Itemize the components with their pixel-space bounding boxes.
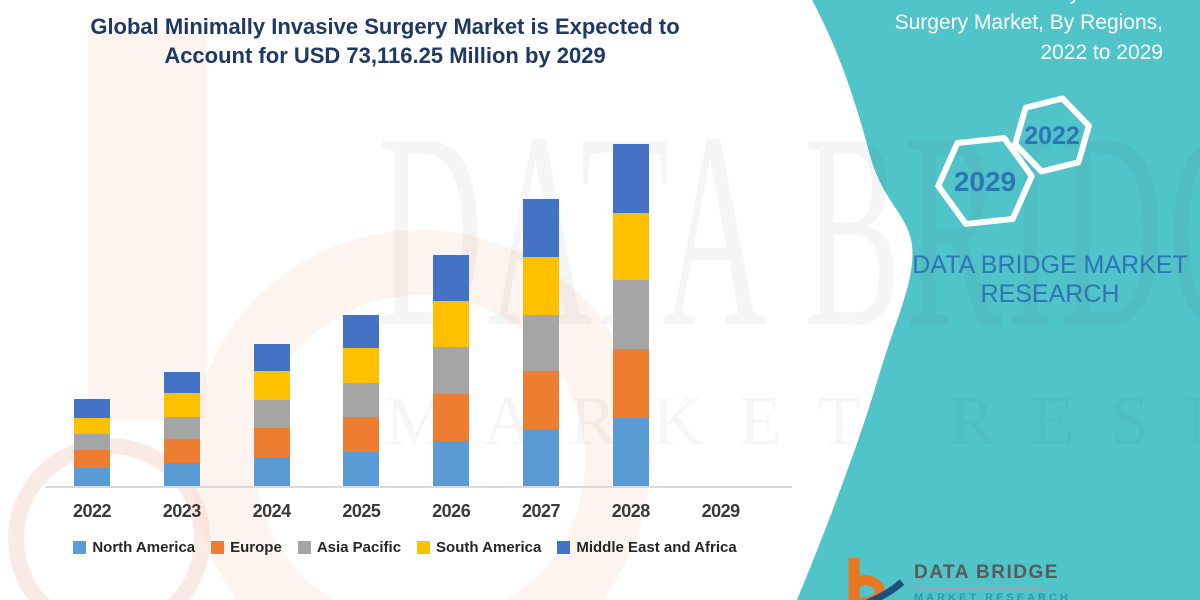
bar-segment-2023-asia-pacific	[163, 417, 200, 439]
chart-title-line1: Global Minimally Invasive Surgery Market…	[90, 14, 680, 39]
teal-panel-shape	[797, 0, 1200, 600]
legend-label: Middle East and Africa	[576, 539, 737, 556]
footer-brand-name: DATA BRIDGE	[914, 562, 1059, 583]
footer-rule	[914, 587, 1046, 589]
hexagon-2022-outline	[1012, 95, 1092, 175]
bar-segment-2026-asia-pacific	[433, 347, 470, 394]
legend-marker-icon	[211, 541, 225, 554]
side-heading-clipped-line: Global Minimally Invasive	[895, 0, 1163, 8]
x-axis-line	[45, 486, 792, 488]
bar-segment-2026-middle-east-and-africa	[433, 255, 470, 301]
peach-logo-watermark-bar	[88, 30, 206, 420]
year-hexagons: 2029 2022	[935, 95, 1092, 227]
bar-segment-2025-europe	[343, 417, 380, 452]
bar-segment-2028-south-america	[612, 213, 649, 280]
bar-segment-2023-europe	[163, 439, 200, 463]
x-axis-tick-2024: 2024	[252, 501, 292, 521]
chart-title-line2: Account for USD 73,116.25 Million by 202…	[164, 43, 606, 68]
x-axis-tick-2026: 2026	[432, 501, 471, 521]
legend-item-asia-pacific: Asia Pacific	[297, 539, 402, 556]
hexagon-2029	[935, 135, 1035, 227]
chart-title: Global Minimally Invasive Surgery Market…	[35, 12, 735, 70]
x-axis-tick-2027: 2027	[521, 501, 561, 521]
data-bridge-logo-icon	[848, 558, 904, 600]
side-panel-heading: Global Minimally Invasive Surgery Market…	[895, 0, 1163, 68]
bar-segment-2022-asia-pacific	[74, 434, 110, 450]
legend-label: South America	[436, 539, 542, 556]
plot-area: 2022 2023 2024 2025 2026 2027 2028 2029	[45, 144, 792, 521]
side-heading-line1: Surgery Market, By Regions,	[894, 11, 1163, 34]
bar-segment-2025-south-america	[343, 348, 380, 383]
stacked-bar-2024	[253, 344, 290, 486]
brand-block: DATA BRIDGE MARKET RESEARCH	[900, 251, 1200, 309]
legend-item-south-america: South America	[417, 539, 541, 556]
bar-segment-2024-south-america	[253, 371, 290, 400]
bar-segment-2024-europe	[253, 428, 290, 457]
logo-b-bowl	[849, 575, 885, 600]
bar-segment-2023-south-america	[163, 393, 200, 417]
legend-marker-icon	[73, 541, 87, 554]
bar-segment-2025-middle-east-and-africa	[343, 315, 380, 348]
bar-segment-2024-asia-pacific	[253, 400, 290, 428]
legend-item-europe: Europe	[211, 539, 282, 556]
bar-segment-2026-south-america	[433, 301, 470, 347]
bar-segment-2026-north-america	[433, 441, 470, 486]
stacked-bar-2023	[163, 372, 200, 486]
bar-segment-2027-europe	[523, 371, 559, 429]
bar-segment-2024-middle-east-and-africa	[253, 344, 290, 371]
bar-segment-2027-asia-pacific	[523, 315, 559, 371]
bar-segment-2025-asia-pacific	[343, 383, 380, 417]
x-axis-tick-2023: 2023	[162, 501, 202, 521]
bar-segment-2026-europe	[433, 394, 470, 441]
footer-logo-text: DATA BRIDGE MARKET RESEARCH	[914, 554, 1071, 600]
stacked-bar-2026	[433, 255, 470, 486]
hexagon-2022-label: 2022	[1024, 122, 1080, 150]
bar-segment-2027-middle-east-and-africa	[523, 199, 559, 257]
bar-segment-2028-middle-east-and-africa	[612, 144, 649, 213]
bar-segment-2027-north-america	[523, 429, 559, 486]
stacked-bar-2022	[74, 399, 110, 486]
legend-marker-icon	[297, 541, 311, 554]
legend-item-north-america: North America	[73, 539, 195, 556]
side-heading-line2: 2022 to 2029	[1040, 41, 1163, 64]
brand-line1: DATA BRIDGE MARKET	[912, 251, 1188, 279]
logo-swoosh	[865, 579, 904, 600]
legend-label: Asia Pacific	[316, 539, 402, 556]
legend-marker-icon	[417, 541, 431, 554]
bar-segment-2028-europe	[612, 349, 649, 418]
legend-label: North America	[92, 539, 196, 556]
bar-segment-2023-middle-east-and-africa	[163, 372, 200, 393]
footer-brand-sub: MARKET RESEARCH	[914, 592, 1071, 600]
x-axis-tick-2028: 2028	[611, 501, 651, 521]
bar-segment-2027-south-america	[523, 257, 559, 315]
footer-logo: DATA BRIDGE MARKET RESEARCH	[840, 554, 1071, 600]
bar-segment-2022-middle-east-and-africa	[74, 399, 110, 418]
legend-label: Europe	[230, 539, 282, 556]
x-axis-tick-2029: 2029	[701, 501, 741, 521]
stacked-bar-2027	[523, 199, 559, 486]
stacked-bar-2025	[343, 315, 380, 486]
hexagon-2029-label: 2029	[954, 166, 1016, 197]
bar-segment-2024-north-america	[253, 457, 290, 486]
bar-segment-2028-north-america	[612, 418, 649, 486]
bar-segment-2022-north-america	[74, 468, 110, 486]
brand-line2: RESEARCH	[980, 280, 1120, 308]
bar-segment-2025-north-america	[343, 452, 380, 486]
legend-marker-icon	[557, 541, 571, 554]
bar-segment-2022-europe	[74, 450, 110, 468]
x-axis-tick-2025: 2025	[342, 501, 381, 521]
bar-segment-2023-north-america	[163, 463, 200, 486]
hexagon-2022	[1012, 95, 1092, 175]
bar-segment-2028-asia-pacific	[612, 280, 649, 349]
x-axis-tick-2022: 2022	[72, 501, 112, 521]
hexagon-2029-outline	[935, 135, 1035, 227]
legend: North America Europe Asia Pacific South Ame…	[0, 539, 810, 556]
bar-segment-2022-south-america	[74, 418, 110, 434]
stacked-bar-2028	[612, 144, 649, 486]
legend-item-middle-east-and-africa: Middle East and Africa	[557, 539, 737, 556]
